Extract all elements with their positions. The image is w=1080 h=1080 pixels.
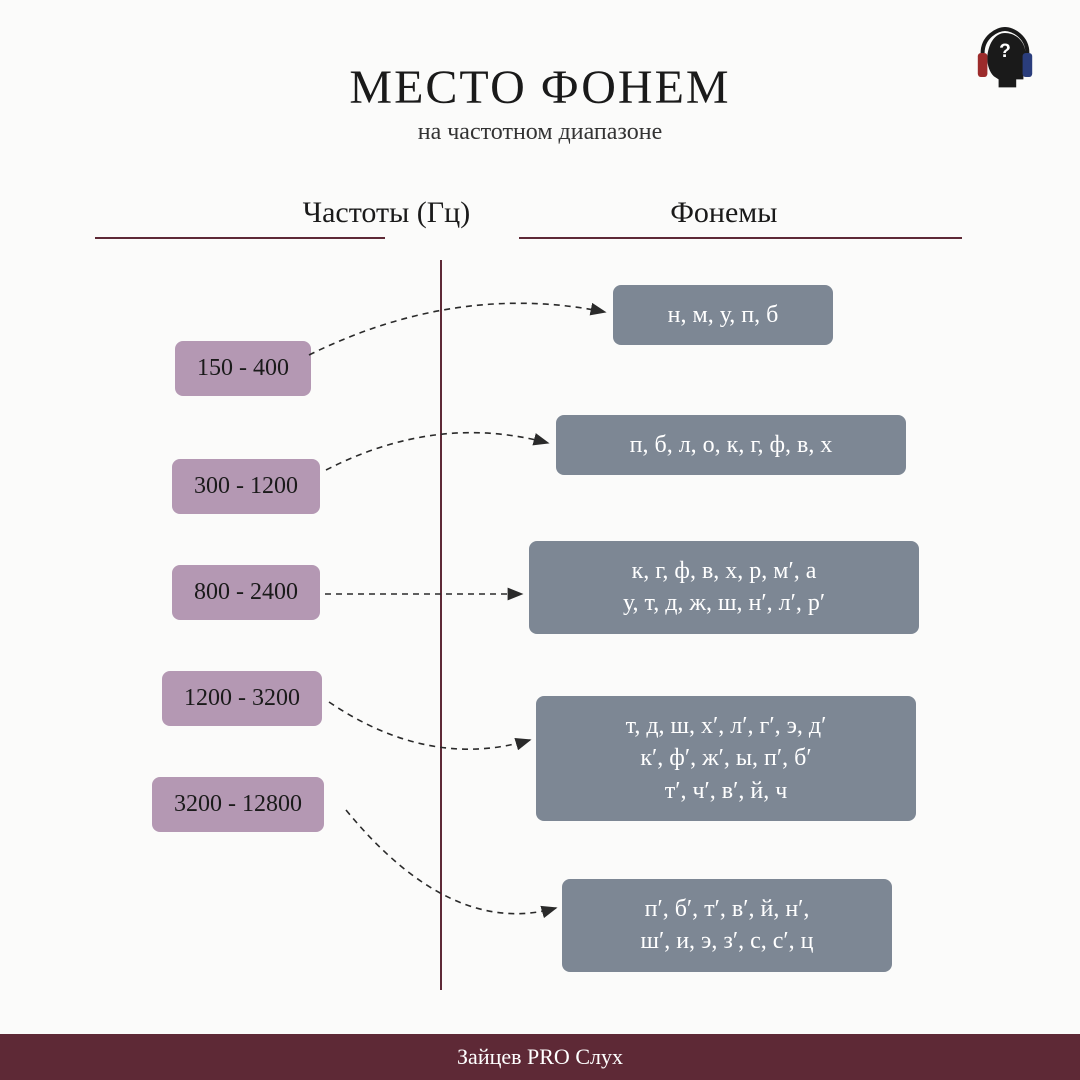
frequency-box: 3200 - 12800 <box>152 777 324 832</box>
right-column-header: Фонемы <box>670 196 777 230</box>
vertical-divider <box>440 260 442 990</box>
brand-logo: ? <box>965 25 1045 105</box>
arrows-layer <box>0 0 1080 1080</box>
horizontal-divider-left <box>95 237 385 239</box>
frequency-box: 300 - 1200 <box>172 459 320 514</box>
frequency-box: 150 - 400 <box>175 341 311 396</box>
subtitle: на частотном диапазоне <box>0 119 1080 146</box>
column-headers: Частоты (Гц) Фонемы <box>0 196 1080 230</box>
phoneme-box: п, б, л, о, к, г, ф, в, х <box>556 415 906 475</box>
footer-text: Зайцев PRO Слух <box>457 1044 623 1069</box>
connector-arrow <box>346 810 556 914</box>
connector-arrow <box>309 303 605 355</box>
footer-bar: Зайцев PRO Слух <box>0 1034 1080 1080</box>
svg-text:?: ? <box>999 41 1011 62</box>
phoneme-box: т, д, ш, х′, л′, г′, э, д′к′, ф′, ж′, ы,… <box>536 696 916 821</box>
phoneme-box: п′, б′, т′, в′, й, н′,ш′, и, э, з′, с, с… <box>562 879 892 972</box>
connector-arrow <box>326 433 548 470</box>
phoneme-box: к, г, ф, в, х, р, м′, ау, т, д, ж, ш, н′… <box>529 541 919 634</box>
main-title: МЕСТО ФОНЕМ <box>0 60 1080 115</box>
connector-arrow <box>329 702 530 749</box>
phoneme-box: н, м, у, п, б <box>613 285 833 345</box>
left-column-header: Частоты (Гц) <box>303 196 471 230</box>
infographic-container: ? МЕСТО ФОНЕМ на частотном диапазоне Час… <box>0 0 1080 1080</box>
title-block: МЕСТО ФОНЕМ на частотном диапазоне <box>0 0 1080 146</box>
horizontal-divider-right <box>519 237 962 239</box>
frequency-box: 800 - 2400 <box>172 565 320 620</box>
frequency-box: 1200 - 3200 <box>162 671 322 726</box>
